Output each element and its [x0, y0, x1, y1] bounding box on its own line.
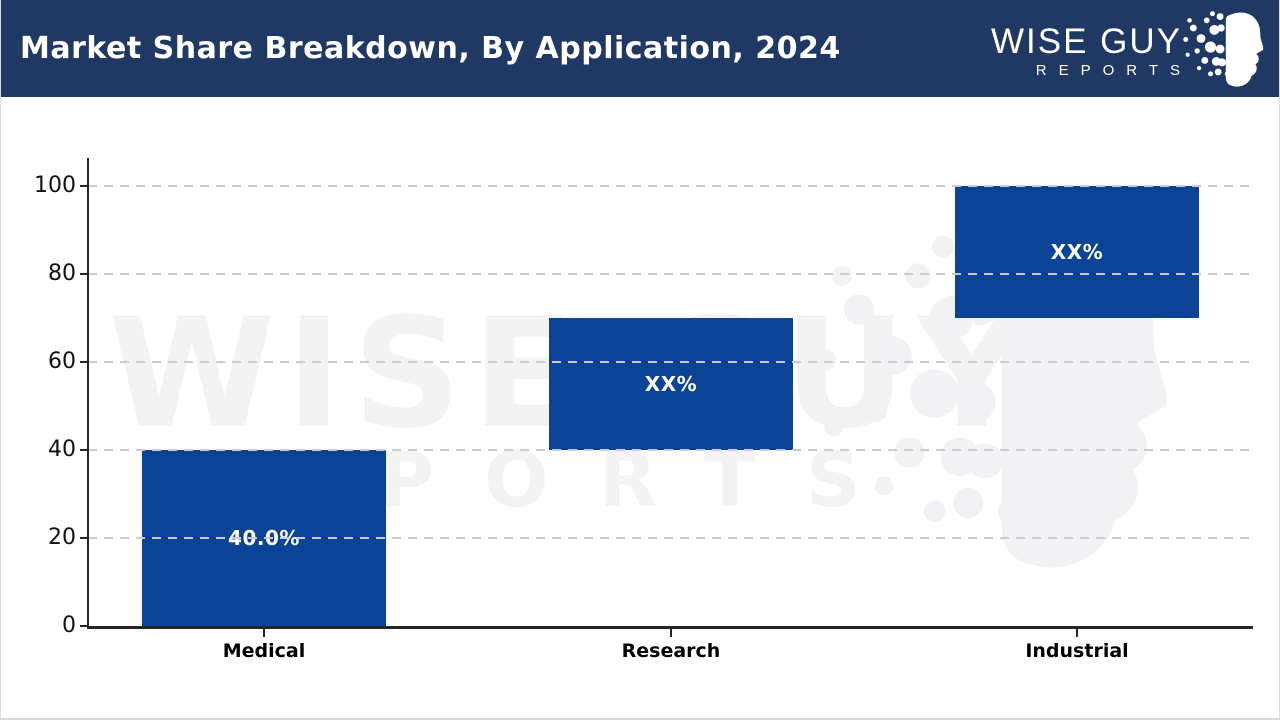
gridline-100	[88, 184, 1253, 187]
logo-text: WISE GUY REPORTS	[991, 24, 1182, 79]
gridline-20	[88, 536, 1253, 539]
x-label-medical: Medical	[222, 640, 306, 662]
y-tick-40	[80, 448, 88, 451]
y-tick-60	[80, 360, 88, 363]
y-tick-0	[80, 625, 88, 627]
watermark-profile-face-icon	[814, 235, 1167, 568]
header-bar: Market Share Breakdown, By Application, …	[0, 0, 1280, 97]
bar-label-research: XX%	[644, 371, 698, 396]
y-tick-20	[80, 536, 88, 539]
y-tick-label-40: 40	[48, 436, 76, 462]
y-tick-100	[80, 184, 88, 187]
x-axis-line	[87, 626, 1253, 629]
y-tick-80	[80, 272, 88, 275]
y-tick-label-60: 60	[48, 348, 76, 374]
y-tick-label-80: 80	[48, 260, 76, 286]
bar-label-industrial: XX%	[1050, 239, 1104, 264]
bar-industrial: XX%	[955, 185, 1199, 318]
x-tick-medical	[263, 629, 265, 637]
page-title: Market Share Breakdown, By Application, …	[20, 31, 841, 66]
logo-wiseguy-text: WISE GUY	[990, 22, 1182, 61]
x-tick-industrial	[1076, 629, 1078, 637]
bar-research: XX%	[549, 317, 793, 450]
gridline-40	[88, 448, 1253, 451]
gridline-80	[88, 272, 1253, 275]
y-tick-label-0: 0	[62, 613, 76, 638]
logo-reports-text: REPORTS	[1035, 62, 1192, 79]
y-tick-label-100: 100	[34, 172, 76, 198]
gridline-60	[88, 360, 1253, 363]
x-label-industrial: Industrial	[1025, 640, 1129, 662]
wiseguy-logo: WISE GUY REPORTS	[991, 7, 1266, 91]
y-axis-line	[87, 158, 89, 628]
x-tick-research	[670, 629, 672, 637]
y-tick-label-20: 20	[48, 524, 76, 550]
dotted-profile-face-icon	[1183, 10, 1264, 87]
x-label-research: Research	[621, 640, 721, 662]
chart-area: WISE GUY REPORTS 40.0% XX% XX% 0 20 40 60 80 100…	[0, 97, 1280, 720]
